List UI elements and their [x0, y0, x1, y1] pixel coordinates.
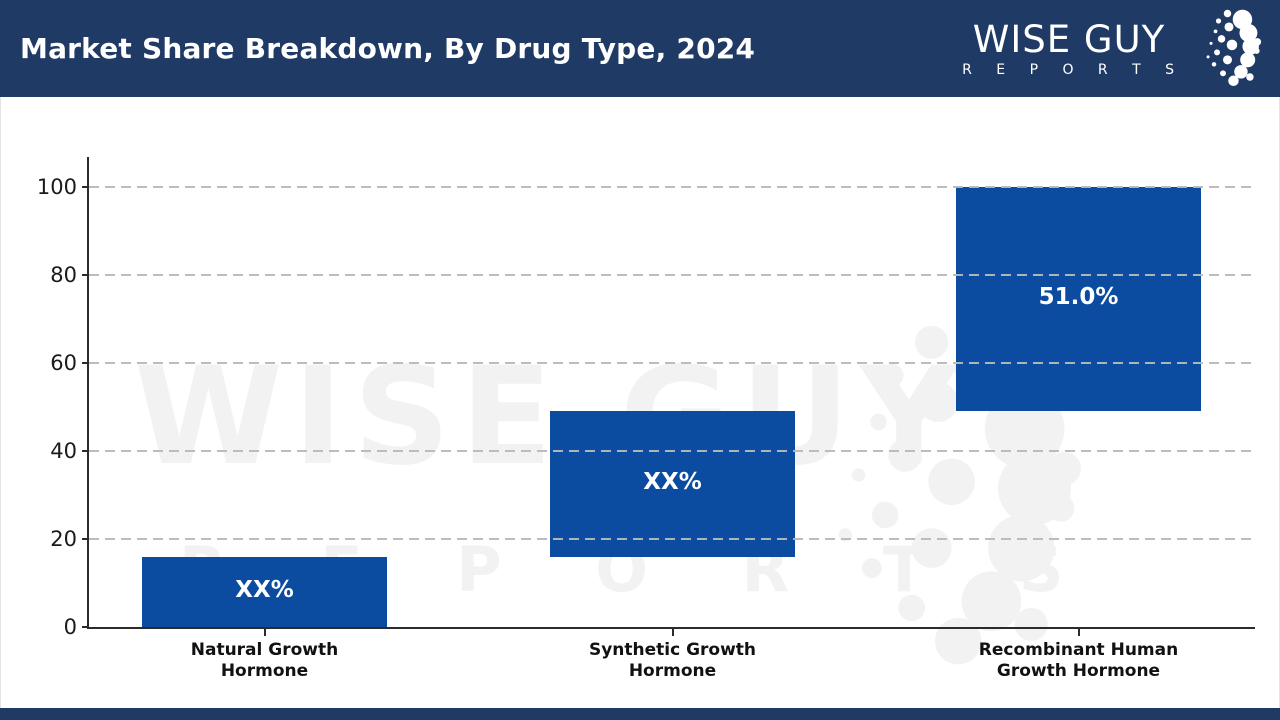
bar-1 [142, 556, 387, 627]
bar-value-label-3: 51.0% [1038, 284, 1119, 311]
y-axis-tick-100 [82, 186, 89, 188]
y-axis-tick-20 [82, 538, 89, 540]
y-axis-tick-label-20: 20 [50, 527, 77, 551]
bar-2 [550, 411, 795, 557]
y-axis-tick-label-100: 100 [36, 175, 77, 199]
y-axis-tick-0 [82, 626, 89, 628]
x-axis-line [87, 627, 1255, 629]
y-axis-tick-label-0: 0 [63, 615, 77, 639]
y-axis-tick-label-80: 80 [50, 263, 77, 287]
category-label-3: Recombinant Human Growth Hormone [978, 640, 1179, 681]
brand-logo-text: WISE GUY R E P O R T S [954, 17, 1184, 79]
y-axis-tick-60 [82, 362, 89, 364]
x-axis-tick-1 [263, 629, 266, 636]
brand-subtitle: R E P O R T S [962, 61, 1184, 78]
header-bar: Market Share Breakdown, By Drug Type, 20… [0, 0, 1280, 97]
brand-logo: WISE GUY R E P O R T S [954, 5, 1264, 93]
brand-name: WISE GUY [972, 17, 1166, 61]
bar-value-label-2: XX% [643, 469, 702, 495]
gridline-y-80 [89, 274, 1253, 276]
gridline-y-60 [89, 362, 1253, 364]
gridline-y-100 [89, 186, 1253, 188]
page-title: Market Share Breakdown, By Drug Type, 20… [20, 32, 756, 65]
category-label-1: Natural Growth Hormone [190, 640, 339, 681]
gridline-y-20 [89, 538, 1253, 540]
x-axis-tick-3 [1077, 629, 1080, 636]
footer-bar [0, 708, 1280, 720]
y-axis-tick-label-40: 40 [50, 439, 77, 463]
bar-value-label-1: XX% [235, 576, 294, 603]
y-axis-line [87, 157, 89, 629]
y-axis-tick-label-60: 60 [50, 351, 77, 375]
y-axis-tick-40 [82, 450, 89, 452]
x-axis-tick-2 [671, 629, 674, 636]
gridline-y-40 [89, 450, 1253, 452]
category-label-2: Synthetic Growth Hormone [588, 640, 757, 681]
dotted-head-icon [1188, 6, 1264, 92]
y-axis-tick-80 [82, 274, 89, 276]
chart-area: WISE GUY R E P O R T S 020406080100XX%Na… [0, 97, 1280, 708]
